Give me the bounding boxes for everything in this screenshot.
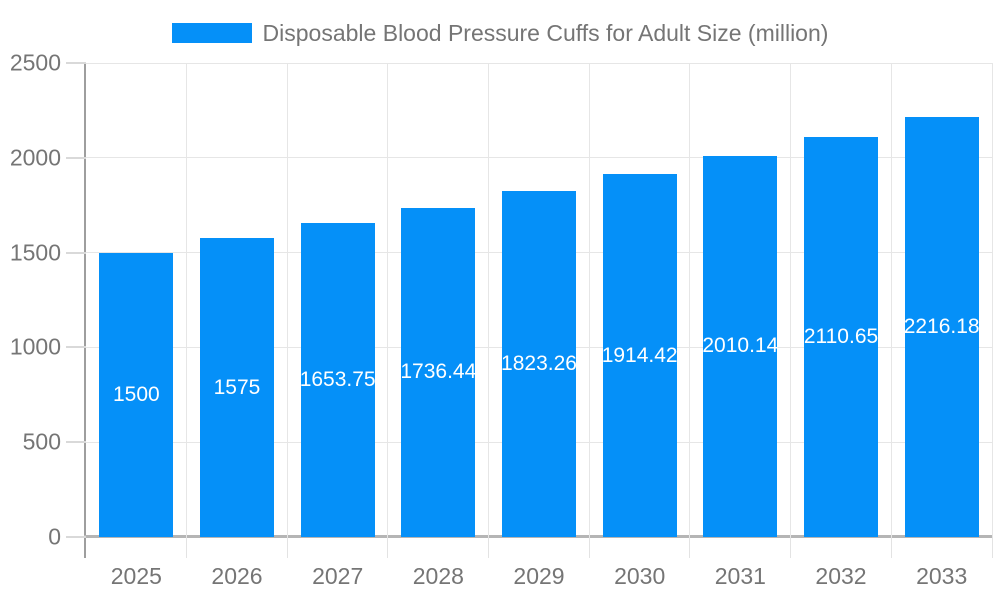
x-axis-tick-label: 2030 bbox=[614, 563, 666, 589]
bar-value-label: 1914.42 bbox=[601, 343, 678, 367]
gridline-vertical bbox=[991, 63, 993, 537]
y-axis-tick bbox=[66, 156, 86, 159]
x-axis-tick bbox=[488, 537, 490, 558]
bar[interactable]: 1914.42 bbox=[601, 174, 678, 537]
x-axis-tick-label: 2033 bbox=[916, 563, 968, 589]
y-axis-tick-label: 2000 bbox=[9, 144, 61, 171]
bar-value-label: 2216.18 bbox=[903, 314, 980, 338]
legend-swatch-icon bbox=[171, 23, 252, 43]
y-axis-tick bbox=[66, 62, 86, 64]
x-axis-tick-label: 2029 bbox=[513, 563, 565, 589]
x-axis-tick bbox=[286, 537, 288, 558]
x-axis-tick bbox=[890, 537, 892, 558]
x-axis-tick-label: 2032 bbox=[815, 563, 867, 589]
y-axis-tick-label: 500 bbox=[22, 428, 61, 455]
bar-value-label: 2010.14 bbox=[702, 334, 779, 358]
bar-value-label: 1823.26 bbox=[501, 352, 577, 376]
x-axis-tick-label: 2026 bbox=[211, 563, 263, 589]
y-axis-tick bbox=[66, 441, 86, 444]
gridline-horizontal bbox=[86, 62, 992, 64]
gridline-vertical bbox=[387, 63, 389, 537]
x-axis-tick bbox=[588, 537, 590, 558]
y-axis-tick bbox=[66, 536, 86, 538]
bar-value-label: 1500 bbox=[112, 382, 160, 406]
x-axis-tick-label: 2025 bbox=[110, 563, 162, 589]
gridline-vertical bbox=[186, 63, 188, 537]
bar[interactable]: 2110.65 bbox=[803, 136, 879, 537]
legend-label: Disposable Blood Pressure Cuffs for Adul… bbox=[262, 19, 829, 46]
legend[interactable]: Disposable Blood Pressure Cuffs for Adul… bbox=[0, 19, 1000, 46]
gridline-vertical bbox=[790, 63, 792, 537]
gridline-vertical bbox=[488, 63, 490, 537]
bar[interactable]: 1736.44 bbox=[400, 207, 477, 537]
x-axis-tick-label: 2027 bbox=[312, 563, 364, 589]
bar-value-label: 1736.44 bbox=[400, 360, 477, 384]
bar-value-label: 1653.75 bbox=[299, 368, 376, 392]
bar[interactable]: 1500 bbox=[99, 252, 174, 537]
y-axis-tick-label: 1500 bbox=[9, 239, 61, 266]
gridline-vertical bbox=[286, 63, 288, 537]
x-axis-tick bbox=[186, 537, 188, 558]
bar[interactable]: 2010.14 bbox=[702, 155, 779, 537]
bar-value-label: 2110.65 bbox=[803, 324, 879, 348]
bar[interactable]: 2216.18 bbox=[903, 116, 980, 537]
y-axis-tick bbox=[66, 346, 86, 349]
gridline-vertical bbox=[588, 63, 590, 537]
bar[interactable]: 1575 bbox=[199, 238, 274, 537]
bar[interactable]: 1823.26 bbox=[501, 191, 577, 537]
gridline-vertical bbox=[890, 63, 892, 537]
y-axis-tick-label: 1000 bbox=[9, 333, 61, 360]
y-axis-tick-label: 0 bbox=[48, 523, 61, 550]
gridline-horizontal bbox=[86, 157, 992, 159]
gridline-vertical bbox=[689, 63, 691, 537]
x-axis-tick bbox=[387, 537, 389, 558]
x-axis-tick bbox=[790, 537, 792, 558]
bar[interactable]: 1653.75 bbox=[299, 223, 376, 537]
plot-area: 0 500 1000 1500 2000 2500 1500 2025 1575 2026 1653… bbox=[10, 50, 993, 589]
x-axis-tick-label: 2031 bbox=[714, 563, 766, 589]
x-axis-tick bbox=[689, 537, 691, 558]
y-axis-tick-label: 2500 bbox=[9, 49, 61, 76]
bar-value-label: 1575 bbox=[213, 375, 261, 399]
x-axis-tick bbox=[991, 537, 993, 558]
y-axis-line bbox=[84, 63, 86, 558]
x-axis-tick-label: 2028 bbox=[412, 563, 464, 589]
y-axis-tick bbox=[66, 251, 86, 254]
